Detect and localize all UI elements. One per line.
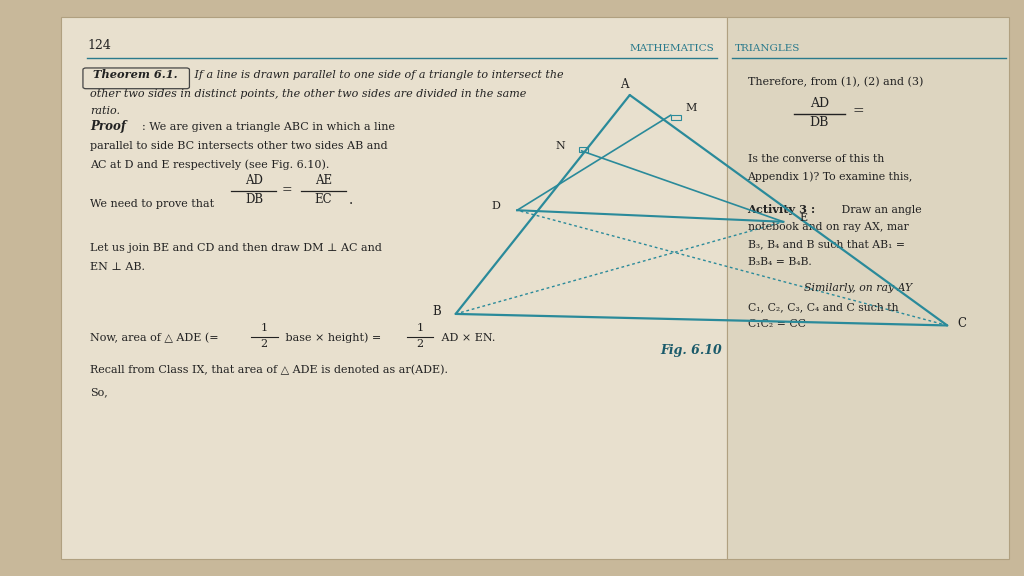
- Text: AD: AD: [245, 175, 263, 187]
- Text: E: E: [800, 213, 808, 222]
- Text: So,: So,: [90, 387, 108, 397]
- Text: notebook and on ray AX, mar: notebook and on ray AX, mar: [748, 222, 908, 232]
- Text: TRIANGLES: TRIANGLES: [735, 44, 801, 52]
- Text: : We are given a triangle ABC in which a line: : We are given a triangle ABC in which a…: [142, 122, 395, 131]
- Text: Appendix 1)? To examine this,: Appendix 1)? To examine this,: [748, 171, 912, 181]
- Text: .: .: [349, 193, 353, 207]
- Text: C₁C₂ = CC: C₁C₂ = CC: [748, 319, 806, 329]
- Text: N: N: [555, 141, 565, 151]
- Text: AC at D and E respectively (see Fig. 6.10).: AC at D and E respectively (see Fig. 6.1…: [90, 159, 330, 169]
- Text: =: =: [282, 183, 292, 196]
- Text: 1: 1: [261, 323, 267, 332]
- Text: B₃B₄ = B₄B.: B₃B₄ = B₄B.: [748, 257, 811, 267]
- Text: other two sides in distinct points, the other two sides are divided in the same: other two sides in distinct points, the …: [90, 89, 526, 98]
- Bar: [671, 115, 681, 120]
- Text: AD × EN.: AD × EN.: [438, 333, 496, 343]
- Text: ratio.: ratio.: [90, 106, 120, 116]
- Text: Fig. 6.10: Fig. 6.10: [660, 344, 722, 357]
- Text: Activity 3 :: Activity 3 :: [748, 204, 816, 215]
- Text: MATHEMATICS: MATHEMATICS: [630, 44, 715, 52]
- Polygon shape: [727, 17, 1009, 559]
- Text: We need to prove that: We need to prove that: [90, 199, 214, 209]
- Text: DB: DB: [810, 116, 828, 128]
- Text: D: D: [492, 201, 501, 211]
- Text: 124: 124: [87, 39, 111, 52]
- Text: A: A: [621, 78, 629, 90]
- Text: parallel to side BC intersects other two sides AB and: parallel to side BC intersects other two…: [90, 141, 388, 150]
- Text: base × height) =: base × height) =: [282, 332, 381, 343]
- Text: Now, area of △ ADE (=: Now, area of △ ADE (=: [90, 333, 219, 343]
- Text: EC: EC: [314, 193, 333, 206]
- Text: =: =: [852, 104, 864, 118]
- Text: Let us join BE and CD and then draw DM ⊥ AC and: Let us join BE and CD and then draw DM ⊥…: [90, 242, 382, 252]
- Text: Similarly, on ray AY: Similarly, on ray AY: [804, 283, 912, 293]
- Text: EN ⊥ AB.: EN ⊥ AB.: [90, 262, 145, 271]
- Text: If a line is drawn parallel to one side of a triangle to intersect the: If a line is drawn parallel to one side …: [191, 70, 564, 79]
- Text: Therefore, from (1), (2) and (3): Therefore, from (1), (2) and (3): [748, 77, 923, 87]
- Text: 2: 2: [261, 339, 267, 348]
- Bar: [579, 147, 588, 153]
- Text: B₃, B₄ and B such that AB₁ =: B₃, B₄ and B such that AB₁ =: [748, 240, 904, 249]
- Polygon shape: [61, 17, 727, 559]
- Text: C₁, C₂, C₃, C₄ and C such th: C₁, C₂, C₃, C₄ and C such th: [748, 302, 898, 312]
- Text: 2: 2: [417, 339, 423, 348]
- Text: Recall from Class IX, that area of △ ADE is denoted as ar(ADE).: Recall from Class IX, that area of △ ADE…: [90, 365, 449, 375]
- Text: DB: DB: [245, 193, 263, 206]
- Text: Draw an angle: Draw an angle: [838, 205, 922, 215]
- Text: AE: AE: [315, 175, 332, 187]
- Text: Proof: Proof: [90, 120, 126, 132]
- Text: 1: 1: [417, 323, 423, 332]
- Text: B: B: [432, 305, 441, 318]
- Text: Theorem 6.1.: Theorem 6.1.: [93, 69, 177, 79]
- Text: Is the converse of this th: Is the converse of this th: [748, 154, 884, 164]
- Text: AD: AD: [810, 97, 828, 109]
- Text: M: M: [685, 104, 696, 113]
- Text: C: C: [957, 317, 967, 329]
